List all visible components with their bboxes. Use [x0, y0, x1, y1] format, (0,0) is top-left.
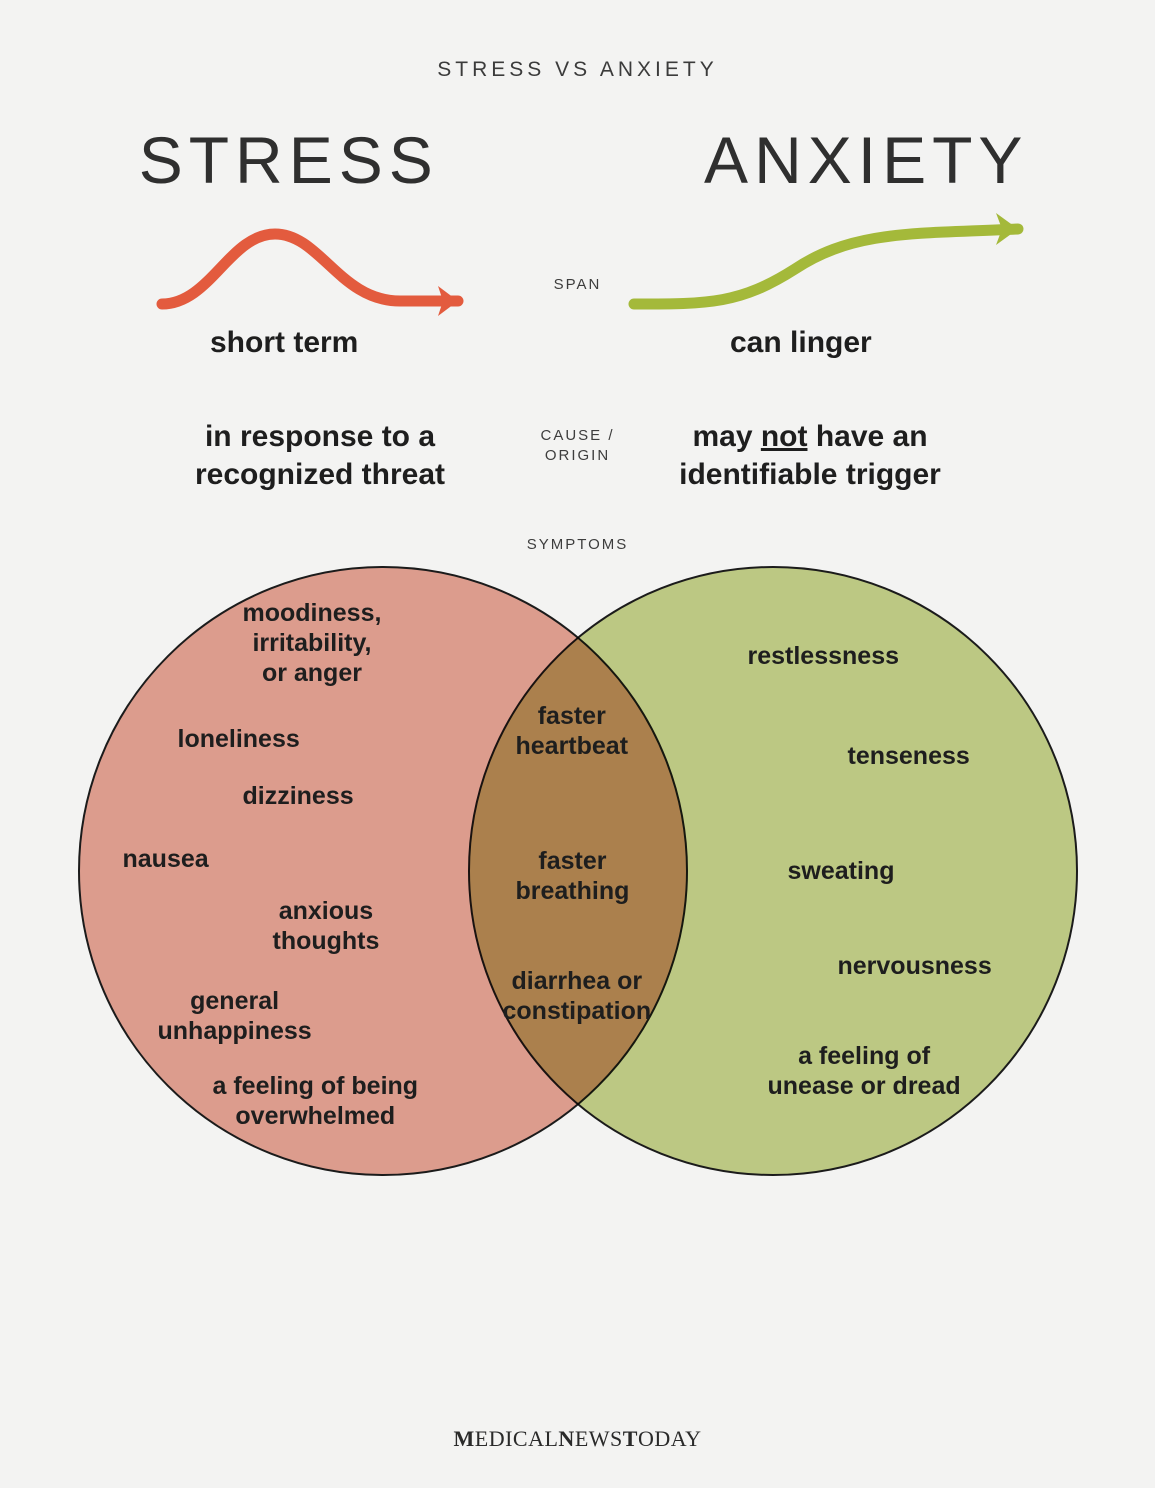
cause-tag: CAUSE /ORIGIN: [540, 426, 614, 465]
venn-left-item: generalunhappiness: [158, 986, 312, 1046]
anxiety-arrow-icon: [620, 204, 1050, 329]
venn-left-item: a feeling of beingoverwhelmed: [213, 1071, 419, 1131]
venn-left-item: nausea: [123, 844, 209, 874]
venn-mid-item: diarrhea orconstipation: [503, 966, 652, 1026]
stress-arrow-icon: [150, 216, 490, 331]
venn-right-item: nervousness: [838, 951, 992, 981]
venn-mid-item: fasterheartbeat: [516, 701, 629, 761]
venn-diagram: SYMPTOMS moodiness,irritability,or anger…: [48, 566, 1108, 1206]
span-row: SPAN short term can linger: [0, 226, 1155, 356]
span-tag: SPAN: [554, 276, 602, 293]
venn-left-item: moodiness,irritability,or anger: [243, 598, 382, 688]
venn-mid-item: fasterbreathing: [516, 846, 630, 906]
column-headings: STRESS ANXIETY: [0, 122, 1155, 198]
venn-left-item: loneliness: [178, 724, 300, 754]
venn-left-item: anxiousthoughts: [273, 896, 380, 956]
cause-left: in response to a recognized threat: [155, 418, 485, 495]
heading-stress: STRESS: [0, 122, 578, 198]
cause-right: may not have an identifiable trigger: [640, 418, 980, 495]
footer-brand: MEDICALNEWSTODAY: [0, 1426, 1155, 1452]
venn-right-item: a feeling ofunease or dread: [768, 1041, 961, 1101]
venn-left-item: dizziness: [243, 781, 354, 811]
venn-right-item: sweating: [788, 856, 895, 886]
symptoms-tag: SYMPTOMS: [527, 536, 629, 553]
venn-right-item: restlessness: [748, 641, 900, 671]
page-title: STRESS VS ANXIETY: [0, 0, 1155, 82]
heading-anxiety: ANXIETY: [578, 122, 1155, 198]
venn-right-item: tenseness: [848, 741, 970, 771]
span-label-left: short term: [210, 326, 358, 360]
cause-row: in response to a recognized threat CAUSE…: [0, 356, 1155, 506]
span-label-right: can linger: [730, 326, 872, 360]
